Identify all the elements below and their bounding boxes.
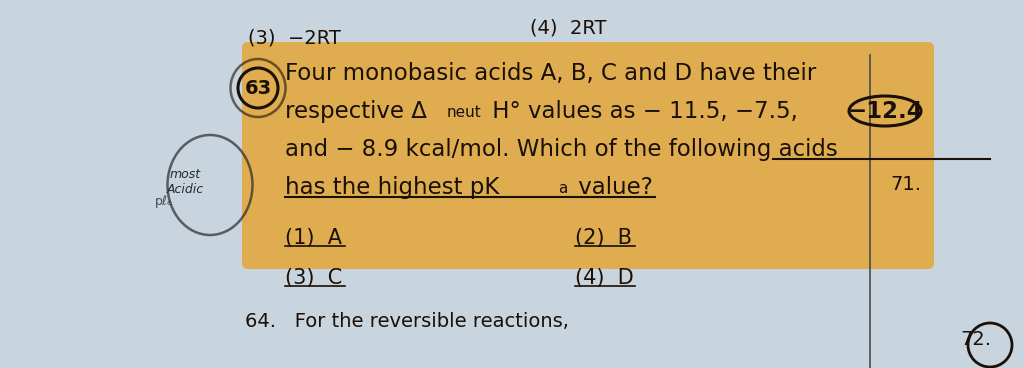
Text: (4)  2RT: (4) 2RT xyxy=(530,18,606,37)
Text: value?: value? xyxy=(571,176,653,199)
Text: (3)  C: (3) C xyxy=(285,268,342,288)
Text: −12.4: −12.4 xyxy=(847,99,923,123)
Text: (1)  A: (1) A xyxy=(285,228,342,248)
Text: (2)  B: (2) B xyxy=(575,228,632,248)
Text: (3)  −2RT: (3) −2RT xyxy=(248,28,341,47)
Text: respective Δ: respective Δ xyxy=(285,100,427,123)
Text: neut: neut xyxy=(447,105,481,120)
Text: a: a xyxy=(558,181,567,196)
Text: 72.: 72. xyxy=(961,330,991,349)
Text: has the highest pK: has the highest pK xyxy=(285,176,500,199)
Text: Four monobasic acids A, B, C and D have their: Four monobasic acids A, B, C and D have … xyxy=(285,62,816,85)
Text: 64.   For the reversible reactions,: 64. For the reversible reactions, xyxy=(245,312,569,331)
Text: most
Acidic: most Acidic xyxy=(167,168,204,196)
Text: (4)  D: (4) D xyxy=(575,268,634,288)
Text: H° values as − 11.5, −7.5,: H° values as − 11.5, −7.5, xyxy=(485,100,798,123)
Text: 63: 63 xyxy=(245,78,271,98)
Text: and − 8.9 kcal/mol. Which of the following acids: and − 8.9 kcal/mol. Which of the followi… xyxy=(285,138,838,161)
FancyBboxPatch shape xyxy=(242,42,934,269)
Text: pℓₑ: pℓₑ xyxy=(155,195,173,208)
Text: 71.: 71. xyxy=(890,175,921,194)
